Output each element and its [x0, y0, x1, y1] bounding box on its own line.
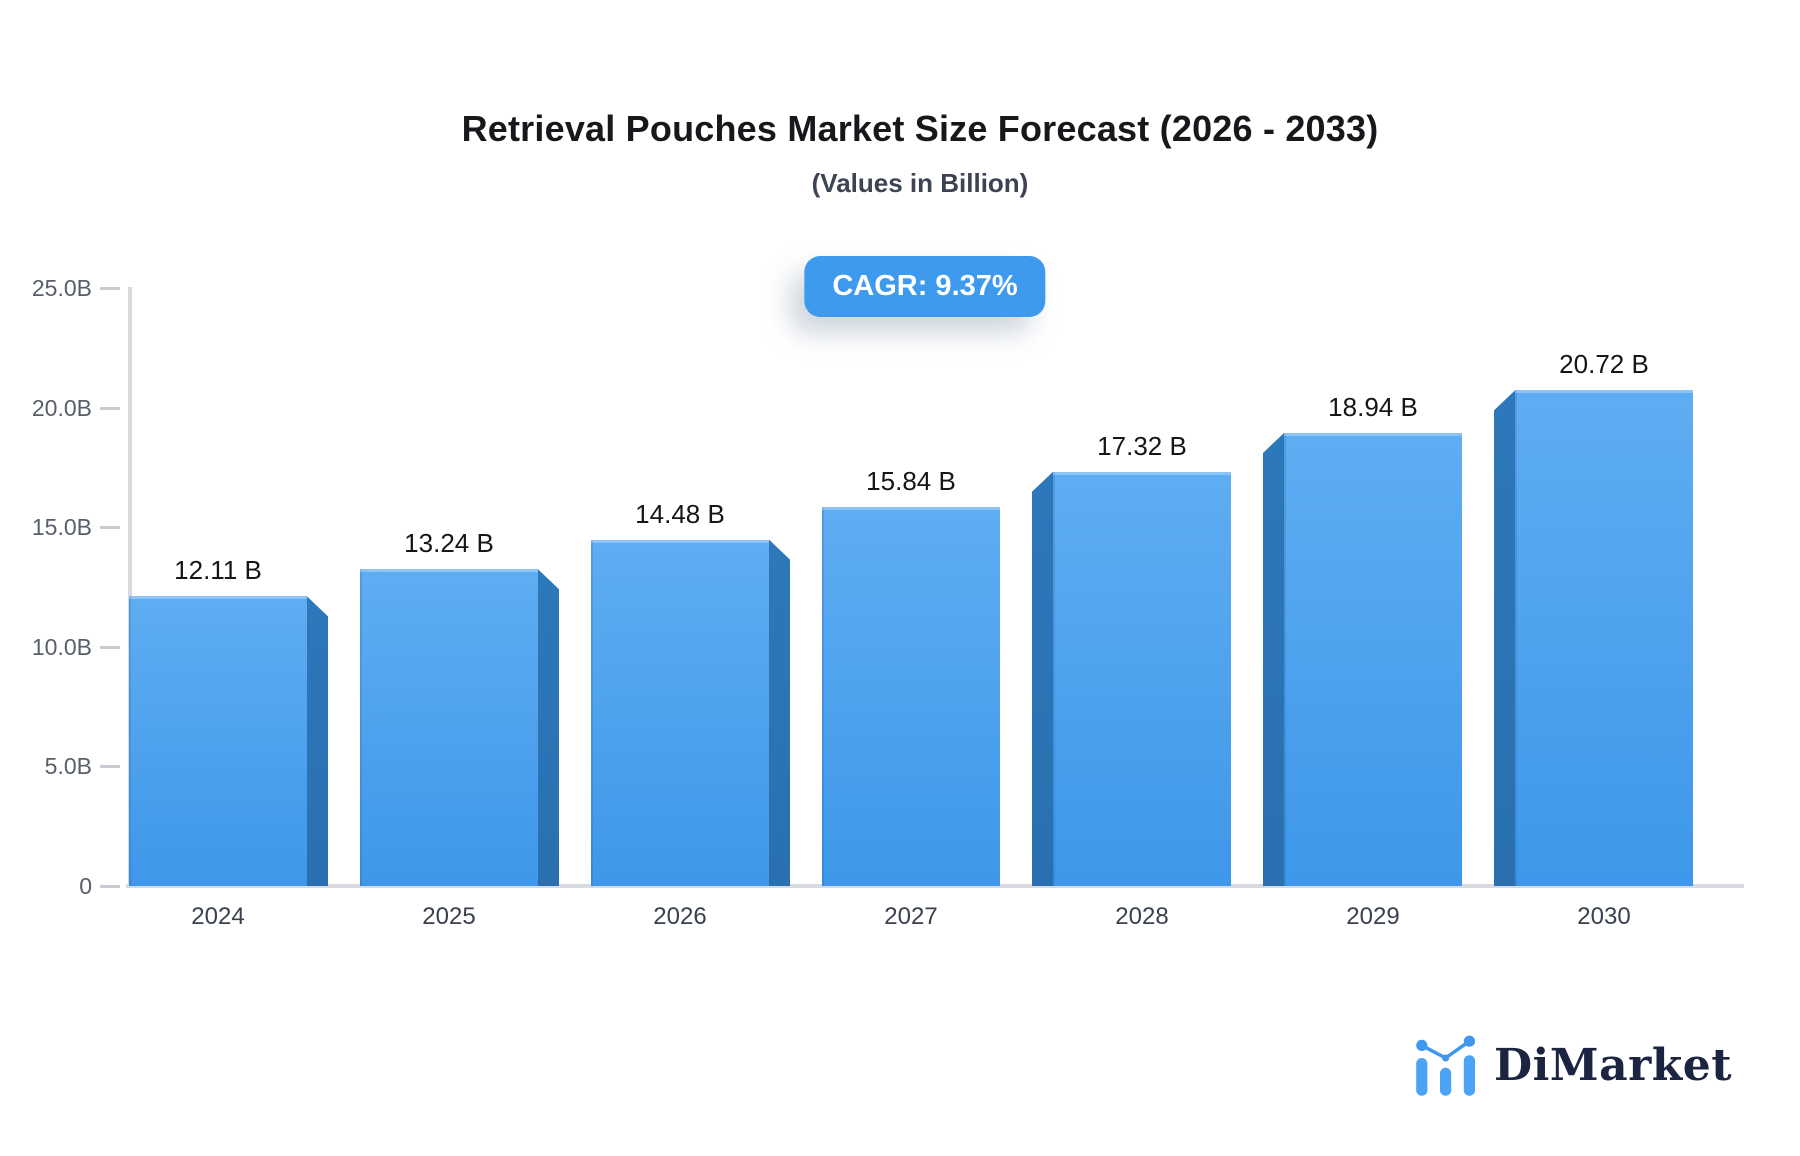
- bar-chart-logo-icon: [1416, 1035, 1475, 1096]
- x-tick-label: 2028: [1115, 903, 1169, 930]
- chart-title: Retrieval Pouches Market Size Forecast (…: [461, 108, 1379, 149]
- y-tick-label: 10.0B: [31, 633, 92, 660]
- y-tick-mark: [100, 526, 120, 530]
- bar-value-label: 12.11 B: [174, 555, 262, 586]
- bar-face: [1053, 471, 1231, 886]
- bar-2028: 17.32 B: [1032, 431, 1231, 886]
- x-tick-label: 2025: [422, 903, 476, 930]
- bar-value-label: 20.72 B: [1559, 349, 1649, 380]
- x-tick-label: 2026: [653, 903, 707, 930]
- bar-2030: 20.72 B: [1494, 349, 1693, 886]
- bar-2025: 13.24 B: [360, 528, 559, 886]
- bar-face: [1515, 390, 1693, 886]
- bar-2027: 15.84 B: [822, 466, 1000, 886]
- bar-3d-side: [1263, 432, 1284, 886]
- bar-2029: 18.94 B: [1263, 392, 1462, 886]
- cagr-badge: CAGR: 9.37%: [804, 256, 1046, 317]
- bar-3d-side: [538, 569, 559, 886]
- y-tick-label: 0: [79, 873, 92, 899]
- x-axis-line: [126, 884, 1744, 888]
- y-tick-label: 5.0B: [44, 753, 92, 780]
- dimarket-logo: DiMarket: [1412, 1030, 1732, 1100]
- dimarket-logo-text: DiMarket: [1494, 1039, 1733, 1091]
- bar-value-label: 17.32 B: [1097, 430, 1187, 461]
- y-tick-label: 20.0B: [31, 394, 92, 421]
- bar-value-label: 13.24 B: [404, 528, 494, 559]
- x-tick-label: 2024: [191, 903, 245, 930]
- x-tick-label: 2029: [1346, 903, 1400, 930]
- bar-3d-side: [1494, 390, 1515, 886]
- bar-3d-side: [1032, 471, 1053, 886]
- bar-value-label: 15.84 B: [866, 466, 956, 497]
- y-tick-label: 25.0B: [31, 275, 92, 301]
- bar-3d-side: [769, 539, 790, 886]
- y-tick-mark: [100, 645, 120, 649]
- bar-face: [591, 539, 769, 886]
- y-tick-mark: [100, 287, 120, 290]
- y-tick-mark: [100, 885, 120, 888]
- y-tick-mark: [100, 765, 120, 769]
- cagr-badge-label: CAGR: 9.37%: [832, 270, 1018, 302]
- bar-face: [1284, 432, 1462, 886]
- bar-face: [822, 507, 1000, 886]
- x-tick-label: 2030: [1577, 903, 1631, 930]
- chart-subtitle: (Values in Billion): [811, 168, 1029, 198]
- x-tick-label: 2027: [884, 903, 938, 930]
- y-tick-mark: [100, 406, 120, 410]
- bar-face: [129, 596, 307, 886]
- y-axis-line: [128, 287, 132, 888]
- bar-2024: 12.11 B: [129, 555, 328, 886]
- y-tick-label: 15.0B: [31, 514, 92, 541]
- bar-value-label: 18.94 B: [1328, 391, 1418, 422]
- bar-2026: 14.48 B: [591, 499, 790, 886]
- bar-face: [360, 569, 538, 886]
- bar-3d-side: [307, 596, 328, 886]
- bar-value-label: 14.48 B: [635, 498, 725, 529]
